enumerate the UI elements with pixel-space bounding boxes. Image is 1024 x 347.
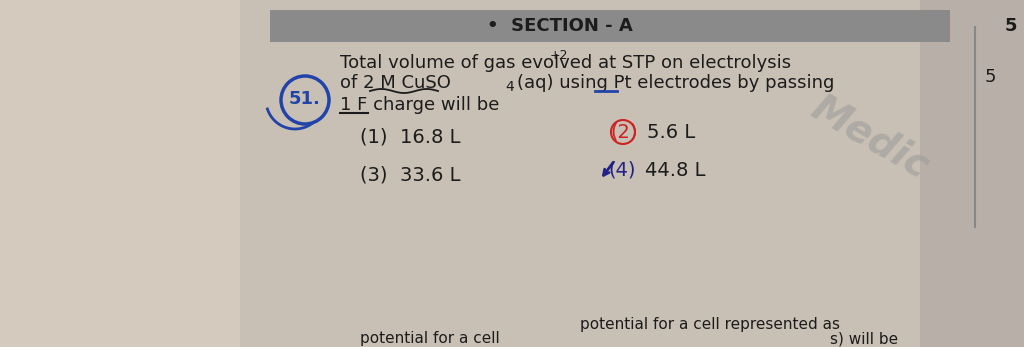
- Text: +2: +2: [550, 49, 568, 61]
- Text: (4): (4): [608, 161, 636, 179]
- Text: (3)  33.6 L: (3) 33.6 L: [360, 166, 461, 185]
- Text: Total volume of gas evolved at STP on electrolysis: Total volume of gas evolved at STP on el…: [340, 54, 792, 72]
- Text: Medic: Medic: [805, 88, 936, 186]
- Text: 44.8 L: 44.8 L: [645, 161, 706, 179]
- Text: (1)  16.8 L: (1) 16.8 L: [360, 127, 461, 146]
- Bar: [270, 10, 950, 42]
- Text: potential for a cell represented as: potential for a cell represented as: [580, 318, 840, 332]
- Text: (2): (2): [610, 122, 638, 142]
- Text: 5: 5: [1005, 17, 1018, 35]
- Bar: [240, 0, 1000, 347]
- Text: 4: 4: [505, 80, 514, 94]
- Bar: [920, 0, 1024, 347]
- Text: 5: 5: [985, 68, 996, 86]
- Text: of 2 M CuSO: of 2 M CuSO: [340, 74, 451, 92]
- Text: 5.6 L: 5.6 L: [647, 122, 695, 142]
- Text: 1 F charge will be: 1 F charge will be: [340, 96, 500, 114]
- Text: potential for a cell: potential for a cell: [360, 331, 500, 347]
- Text: •  SECTION - A: • SECTION - A: [487, 17, 633, 35]
- Bar: [0, 0, 240, 347]
- Text: (aq) using Pt electrodes by passing: (aq) using Pt electrodes by passing: [517, 74, 835, 92]
- Text: s) will be: s) will be: [830, 331, 898, 347]
- Text: 51.: 51.: [289, 90, 321, 108]
